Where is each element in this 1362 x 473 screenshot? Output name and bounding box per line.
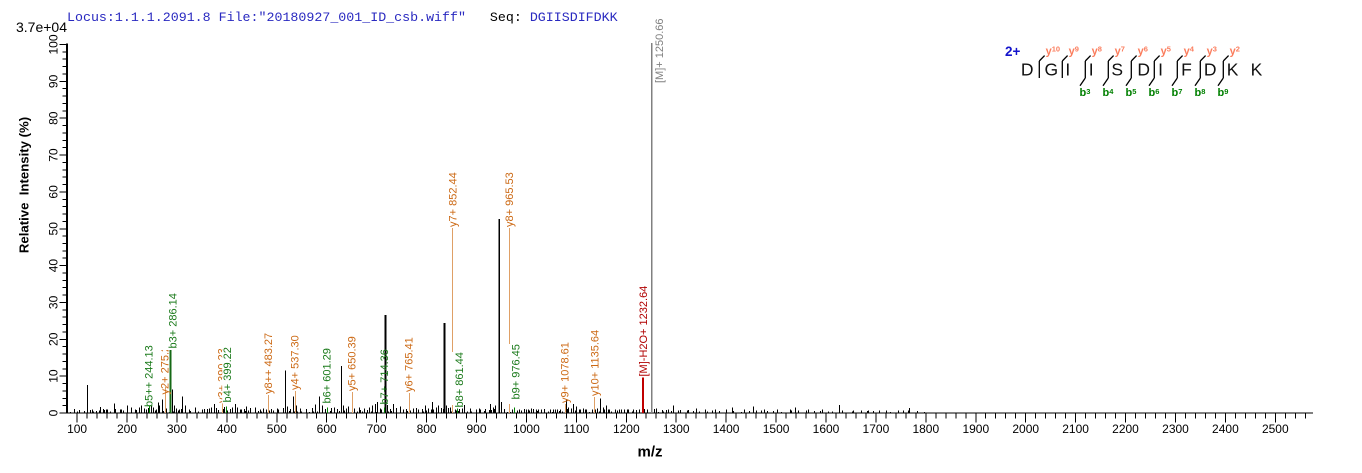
svg-text:2100: 2100 xyxy=(1062,422,1089,436)
svg-text:[M]-H2O+ 1232.64: [M]-H2O+ 1232.64 xyxy=(638,286,650,377)
svg-text:y2+ 275.21: y2+ 275.21 xyxy=(159,340,171,395)
svg-text:2+: 2+ xyxy=(1005,44,1021,59)
svg-text:y9: y9 xyxy=(1069,45,1079,58)
svg-text:2400: 2400 xyxy=(1212,422,1239,436)
svg-text:2300: 2300 xyxy=(1162,422,1189,436)
svg-text:b8: b8 xyxy=(1195,87,1206,99)
svg-text:500: 500 xyxy=(267,422,287,436)
svg-text:I: I xyxy=(1158,60,1163,80)
svg-text:D: D xyxy=(1137,60,1150,80)
svg-text:b9+ 976.45: b9+ 976.45 xyxy=(511,344,523,399)
svg-text:800: 800 xyxy=(417,422,437,436)
svg-text:400: 400 xyxy=(217,422,237,436)
svg-text:60: 60 xyxy=(47,185,61,199)
svg-text:b3+ 286.14: b3+ 286.14 xyxy=(168,293,180,348)
svg-text:20: 20 xyxy=(47,332,61,346)
svg-text:200: 200 xyxy=(117,422,137,436)
svg-text:100: 100 xyxy=(67,422,87,436)
svg-text:2000: 2000 xyxy=(1012,422,1039,436)
svg-text:b6+ 601.29: b6+ 601.29 xyxy=(321,348,333,403)
svg-text:m/z: m/z xyxy=(638,444,663,461)
svg-text:1900: 1900 xyxy=(962,422,989,436)
svg-text:1600: 1600 xyxy=(813,422,840,436)
svg-text:y5: y5 xyxy=(1161,45,1171,58)
svg-text:y5+ 650.39: y5+ 650.39 xyxy=(347,336,359,391)
svg-text:y9+ 1078.61: y9+ 1078.61 xyxy=(560,342,572,403)
svg-text:600: 600 xyxy=(317,422,337,436)
svg-text:y6: y6 xyxy=(1138,45,1148,58)
svg-text:b6: b6 xyxy=(1149,87,1160,99)
svg-text:G: G xyxy=(1044,60,1058,80)
svg-text:b4: b4 xyxy=(1103,87,1115,99)
svg-text:K: K xyxy=(1227,60,1239,80)
svg-text:D: D xyxy=(1204,60,1217,80)
svg-text:0: 0 xyxy=(47,409,61,416)
svg-text:70: 70 xyxy=(47,148,61,162)
svg-text:b9: b9 xyxy=(1218,87,1229,99)
svg-text:3.7e+04: 3.7e+04 xyxy=(16,19,67,35)
svg-text:y3: y3 xyxy=(1207,45,1217,58)
svg-text:y4+ 537.30: y4+ 537.30 xyxy=(289,335,301,390)
svg-text:1200: 1200 xyxy=(613,422,640,436)
svg-text:b8+ 861.44: b8+ 861.44 xyxy=(454,352,466,407)
svg-text:b4+ 399.22: b4+ 399.22 xyxy=(222,347,234,402)
svg-text:1000: 1000 xyxy=(513,422,540,436)
svg-text:40: 40 xyxy=(47,259,61,273)
svg-text:30: 30 xyxy=(47,295,61,309)
svg-text:b7+ 714.36: b7+ 714.36 xyxy=(379,349,391,404)
svg-text:S: S xyxy=(1111,60,1123,80)
svg-text:1300: 1300 xyxy=(663,422,690,436)
svg-text:[M]+ 1250.66: [M]+ 1250.66 xyxy=(654,18,666,83)
svg-text:1400: 1400 xyxy=(713,422,740,436)
svg-text:y2: y2 xyxy=(1230,45,1240,58)
svg-text:I: I xyxy=(1065,60,1070,80)
svg-text:1800: 1800 xyxy=(912,422,939,436)
svg-text:Relative Intensity (%): Relative Intensity (%) xyxy=(17,117,32,253)
svg-text:I: I xyxy=(1089,60,1094,80)
svg-text:D: D xyxy=(1021,60,1034,80)
svg-text:y8++ 483.27: y8++ 483.27 xyxy=(263,333,275,394)
svg-text:b5++ 244.13: b5++ 244.13 xyxy=(144,345,156,407)
svg-text:b5: b5 xyxy=(1126,87,1137,99)
svg-text:y7+ 852.44: y7+ 852.44 xyxy=(447,172,459,227)
svg-text:1500: 1500 xyxy=(763,422,790,436)
svg-text:y8: y8 xyxy=(1092,45,1102,58)
svg-text:2200: 2200 xyxy=(1112,422,1139,436)
svg-text:y6+ 765.41: y6+ 765.41 xyxy=(403,337,415,392)
svg-text:80: 80 xyxy=(47,111,61,125)
svg-text:50: 50 xyxy=(47,222,61,236)
svg-text:F: F xyxy=(1181,60,1192,80)
svg-text:K: K xyxy=(1251,60,1263,80)
svg-text:y10+ 1135.64: y10+ 1135.64 xyxy=(589,330,601,396)
svg-text:b3: b3 xyxy=(1080,87,1091,99)
svg-text:10: 10 xyxy=(47,369,61,383)
svg-text:1700: 1700 xyxy=(863,422,890,436)
svg-text:b7: b7 xyxy=(1172,87,1183,99)
svg-text:700: 700 xyxy=(367,422,387,436)
svg-text:1100: 1100 xyxy=(563,422,589,436)
svg-text:100: 100 xyxy=(47,34,61,54)
svg-text:Locus:1.1.1.2091.8 File:"20180: Locus:1.1.1.2091.8 File:"20180927_001_ID… xyxy=(67,10,618,25)
svg-text:y7: y7 xyxy=(1115,45,1125,58)
svg-text:2500: 2500 xyxy=(1262,422,1289,436)
svg-text:90: 90 xyxy=(47,74,61,88)
svg-text:300: 300 xyxy=(167,422,187,436)
svg-text:y4: y4 xyxy=(1184,45,1195,58)
svg-text:y8+ 965.53: y8+ 965.53 xyxy=(504,172,516,227)
svg-text:900: 900 xyxy=(466,422,486,436)
